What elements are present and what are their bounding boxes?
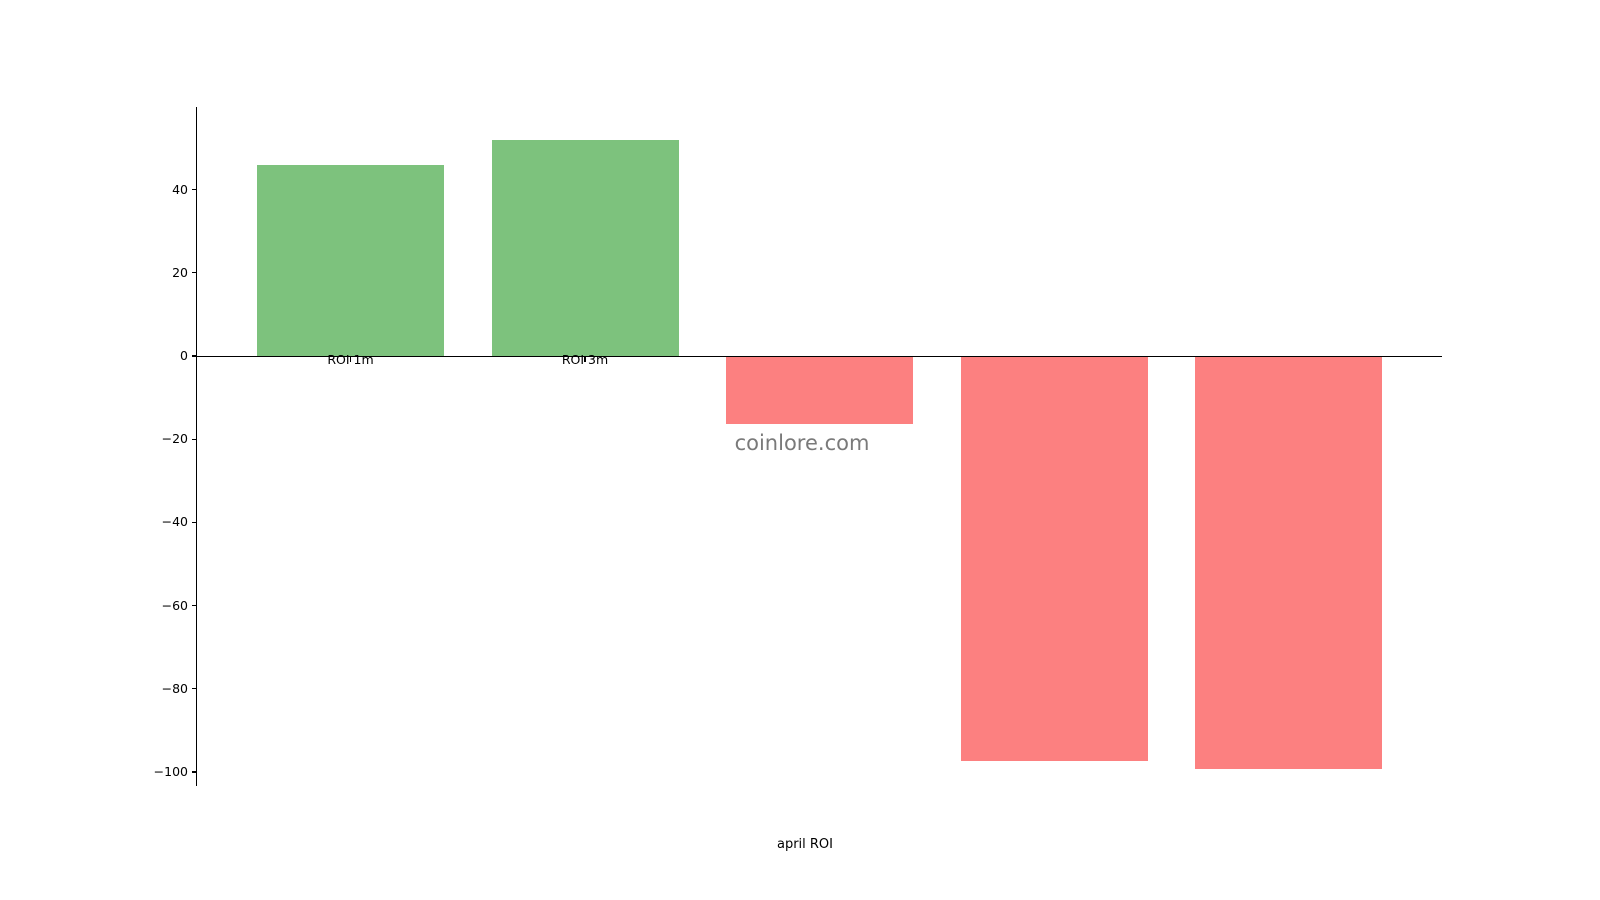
bar-roi-3m [491,139,679,356]
y-tick-label: −80 [161,680,188,696]
y-tick-label: −20 [161,431,188,447]
y-tick-mark [192,771,196,773]
bar-unlabeled-3 [726,357,913,424]
x-axis-zero-line [196,356,1442,358]
y-tick-label: −100 [153,764,188,779]
y-tick-label: 40 [172,181,188,197]
y-axis-spine [196,107,198,786]
bar-unlabeled-5 [1195,357,1382,769]
x-tick-label: ROI 1m [327,352,374,367]
bar-roi-1m [257,164,444,356]
y-tick-label: 0 [180,348,188,363]
y-tick-label: 20 [172,264,188,280]
x-axis-title: april ROI [776,837,834,852]
x-tick-mark [584,357,586,362]
y-tick-mark [192,688,196,690]
x-tick-label: ROI 3m [561,352,609,367]
y-tick-label: −60 [161,597,188,613]
x-tick-mark [349,357,352,362]
y-tick-mark [192,189,196,191]
y-tick-mark [192,272,196,274]
y-tick-mark [192,605,196,607]
bar-unlabeled-4 [960,357,1148,761]
y-tick-label: −40 [161,514,188,530]
y-tick-mark [192,355,196,357]
y-tick-mark [192,438,196,440]
y-tick-mark [192,521,196,523]
watermark-text: coinlore.com [734,431,870,455]
